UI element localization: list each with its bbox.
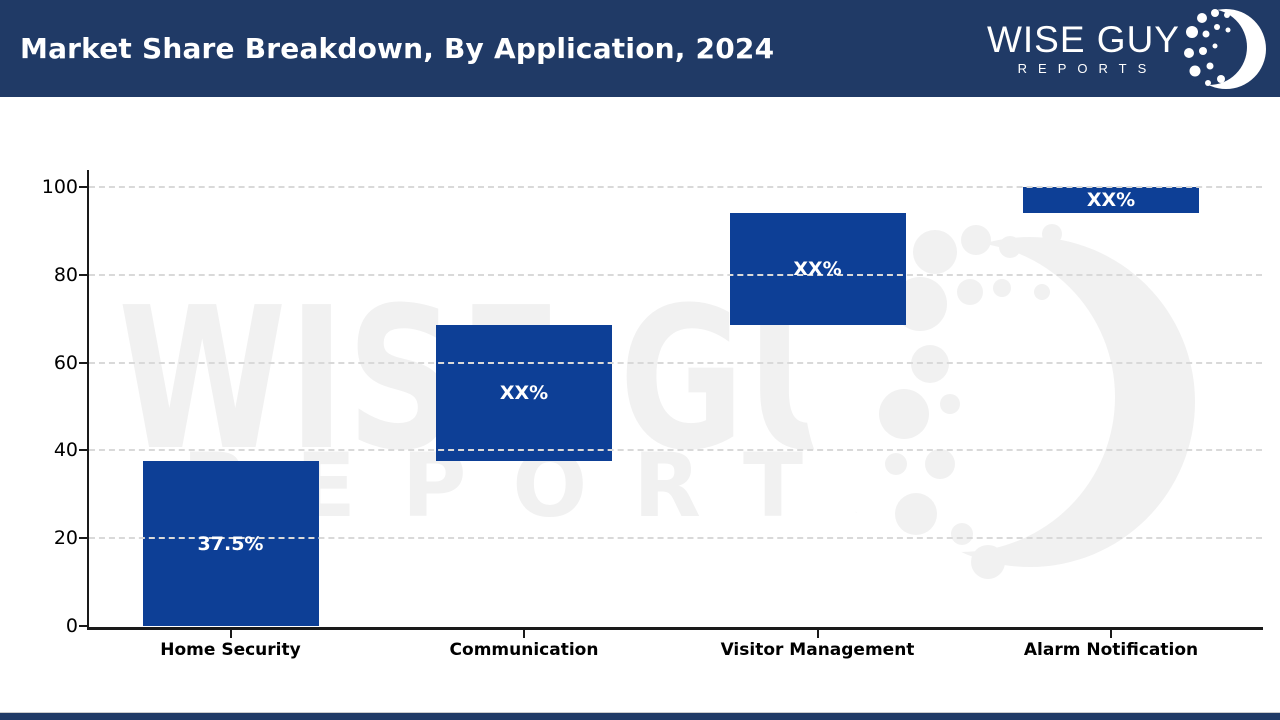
y-tick-mark: [79, 449, 88, 452]
x-tick-mark: [523, 630, 525, 638]
x-category-label: Communication: [449, 640, 599, 660]
gridline: [89, 537, 1262, 540]
brand-logo: WISE GUY REPORTS: [987, 6, 1266, 92]
x-axis-line: [87, 627, 1263, 630]
dotted-head-icon: [1184, 8, 1266, 89]
gridline: [89, 449, 1262, 452]
x-tick-mark: [816, 630, 819, 638]
x-category-label: Visitor Management: [720, 640, 915, 660]
gridline: [89, 273, 1262, 276]
bar-segment: [142, 461, 319, 626]
x-category-label: Home Security: [160, 640, 301, 660]
y-tick-label: 100: [41, 176, 78, 198]
x-tick-mark: [1110, 630, 1112, 638]
x-category-label: Alarm Notification: [1023, 640, 1199, 660]
gridline: [89, 186, 1262, 188]
y-tick-label: 0: [65, 615, 78, 637]
x-tick-mark: [229, 630, 232, 638]
bar-segment: [1023, 187, 1199, 214]
y-tick-mark: [79, 361, 88, 364]
brand-logo-text: WISE GUY REPORTS: [987, 21, 1180, 76]
page-title: Market Share Breakdown, By Application, …: [20, 32, 775, 65]
y-axis-line: [87, 170, 89, 629]
y-tick-label: 80: [53, 263, 78, 286]
gridline: [89, 361, 1262, 364]
header-bar: Market Share Breakdown, By Application, …: [0, 0, 1280, 97]
y-tick-mark: [79, 537, 88, 540]
footer-bar: [0, 712, 1280, 720]
y-tick-mark: [79, 625, 88, 627]
y-tick-label: 60: [53, 351, 78, 374]
bar-value-label: XX%: [499, 382, 549, 405]
bar-value-label: XX%: [793, 258, 842, 281]
brand-name: WISE GUY: [986, 19, 1180, 60]
y-tick-label: 20: [53, 527, 78, 550]
brand-subtitle: REPORTS: [1017, 61, 1158, 76]
bar-value-label: 37.5%: [197, 532, 264, 555]
y-tick-mark: [79, 186, 88, 188]
y-tick-mark: [79, 273, 88, 276]
bar-segment: [436, 325, 612, 462]
y-tick-label: 40: [53, 439, 78, 462]
bar-value-label: XX%: [1086, 189, 1136, 212]
